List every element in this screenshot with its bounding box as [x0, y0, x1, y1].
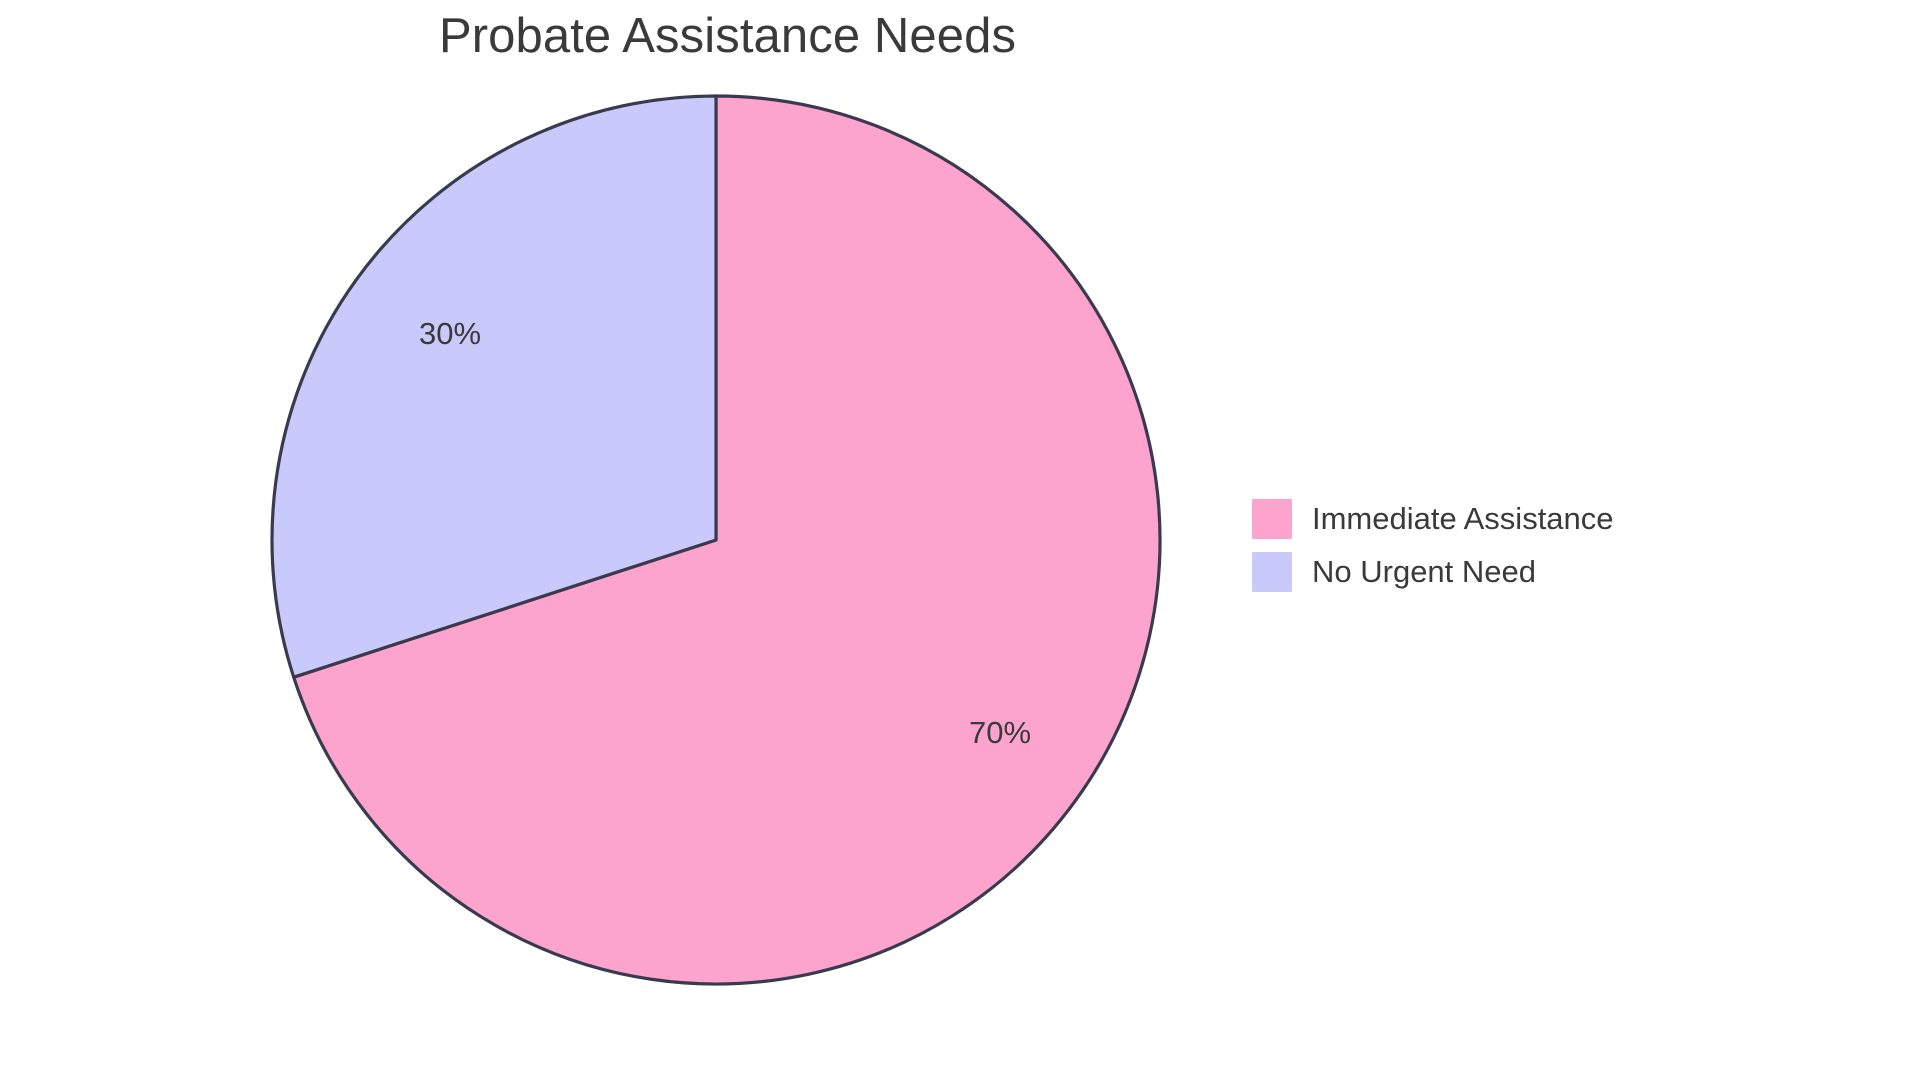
chart-legend: Immediate Assistance No Urgent Need: [1252, 492, 1682, 598]
legend-item[interactable]: Immediate Assistance: [1252, 492, 1682, 545]
pie-slice-label: 30%: [419, 316, 481, 351]
legend-item-label: Immediate Assistance: [1312, 501, 1614, 536]
pie-slice[interactable]: [270, 94, 718, 679]
pie-slice-label: 70%: [969, 715, 1031, 750]
legend-item-label: No Urgent Need: [1312, 554, 1537, 589]
legend-swatch-icon: [1252, 551, 1292, 592]
pie-slice[interactable]: [292, 94, 1162, 986]
legend-item[interactable]: No Urgent Need: [1252, 545, 1682, 598]
pie-slice-labels-group: 70% 30%: [419, 316, 1031, 750]
legend-swatch-icon: [1252, 498, 1292, 539]
page-title: Probate Assistance Needs: [438, 9, 1017, 63]
pie-slices-group: [270, 94, 1162, 986]
